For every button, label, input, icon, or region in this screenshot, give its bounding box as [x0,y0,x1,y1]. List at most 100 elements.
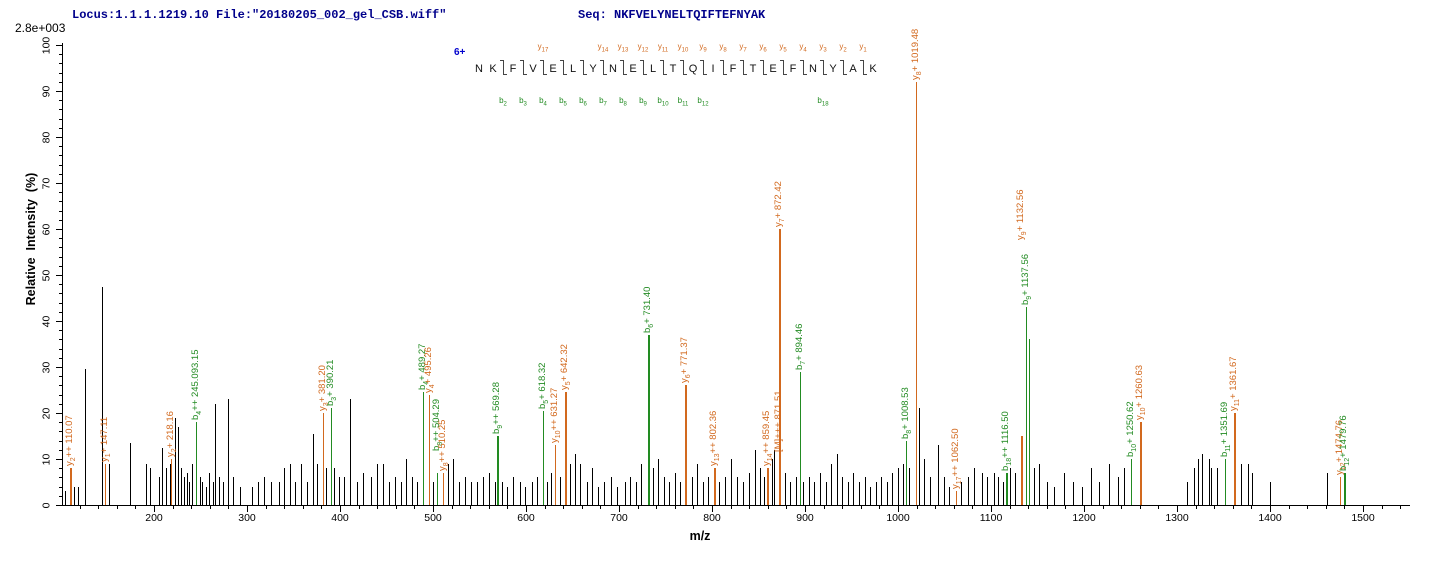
peak [433,482,434,505]
peak [592,468,593,505]
peak [808,477,810,505]
fragment-peak [1131,459,1133,505]
peak [519,482,521,505]
peak [129,442,131,505]
y-tick-label: 60 [40,223,53,235]
peak [771,459,773,505]
separator-line [703,60,704,75]
peak [166,468,168,505]
peak [669,482,671,505]
sequence-text: Seq: NKFVELYNELTQIFTEFNYAK [578,8,766,22]
y-ion-ladder-label: y12 [637,42,649,54]
y-minor-tick [59,54,62,56]
y-ion-ladder-label: y5 [779,42,787,54]
fragment-peak-label: y4+ 495.26 [422,346,436,393]
y-ion-ladder-label: y13 [617,42,629,54]
fragment-separator: y17 b4 [538,38,549,114]
y-minor-tick [59,477,62,479]
y-major-tick [56,183,62,184]
fragment-separator: b2 [499,38,507,114]
peak [981,472,983,505]
x-minor-tick [302,506,304,509]
separator-line [823,60,824,75]
x-minor-tick [842,506,844,509]
peak [1091,468,1093,505]
y-minor-tick [59,155,62,157]
peak [208,472,210,505]
peak [189,482,191,505]
separator-arm-top [600,60,603,61]
peak [674,472,676,505]
separator-arm-bottom [504,74,507,75]
separator-line [503,60,504,75]
y-major-tick [56,275,62,276]
separator-line [583,60,584,75]
x-axis-line [62,505,1410,506]
peak [382,463,384,505]
x-minor-tick [656,506,658,509]
fragment-peak [170,459,173,505]
peak [870,486,872,505]
charge-state-label: 6+ [454,47,466,58]
peak [471,482,473,505]
x-minor-tick [1381,506,1383,509]
separator-line [683,60,684,75]
separator-line [803,60,804,75]
peak [919,408,921,505]
x-minor-tick [767,506,769,509]
separator-arm-top [820,60,823,61]
x-minor-tick [1121,506,1123,509]
peak [507,486,509,505]
peak [998,477,1000,505]
y-minor-tick [59,72,62,74]
fragment-separator: y6 [759,38,767,114]
x-minor-tick [1325,506,1327,509]
b-ion-ladder-label: b2 [499,96,507,108]
y-minor-tick [59,81,62,83]
peak [343,477,345,505]
peak [64,491,66,505]
separator-arm-top [780,60,783,61]
x-minor-tick [972,506,974,509]
x-minor-tick [916,506,918,509]
separator-arm-top [860,60,863,61]
peak [569,463,571,505]
fragment-separator: y9 b12 [697,38,708,114]
fragment-peak-label: b8+ 1008.53 [899,386,913,439]
peak [825,482,827,505]
separator-line [743,60,744,75]
separator-arm-bottom [584,74,587,75]
separator-arm-top [580,60,583,61]
peak [1039,463,1041,505]
peak [697,463,699,505]
fragment-peak [104,463,107,505]
y-major-tick [56,91,62,92]
y-minor-tick [59,449,62,451]
x-major-tick [340,506,341,512]
peak [560,477,562,505]
peak [219,477,221,505]
b-ion-ladder-label: b12 [697,96,709,108]
y-ion-ladder-label: y4 [799,42,807,54]
fragment-peak-label: y17++ 1062.50 [950,428,963,490]
peak [1198,459,1200,505]
x-minor-tick [786,506,788,509]
peak [169,463,171,505]
ladder-residue: Y [589,63,597,75]
fragment-peak [330,408,333,505]
peak [525,486,527,505]
peak [635,482,637,505]
y-minor-tick [59,385,62,387]
x-major-tick [898,506,899,512]
x-tick-label: 1300 [1165,512,1189,524]
separator-arm-bottom [664,74,667,75]
peak [339,477,341,505]
x-tick-label: 400 [331,512,349,524]
peak [295,482,297,505]
fragment-peak [714,468,716,505]
separator-arm-bottom [564,74,567,75]
b-ion-ladder-label: b18 [817,96,829,108]
peak [158,477,160,505]
fragment-peak-label: y1+ 147.11 [98,416,112,462]
x-minor-tick [1158,506,1160,509]
